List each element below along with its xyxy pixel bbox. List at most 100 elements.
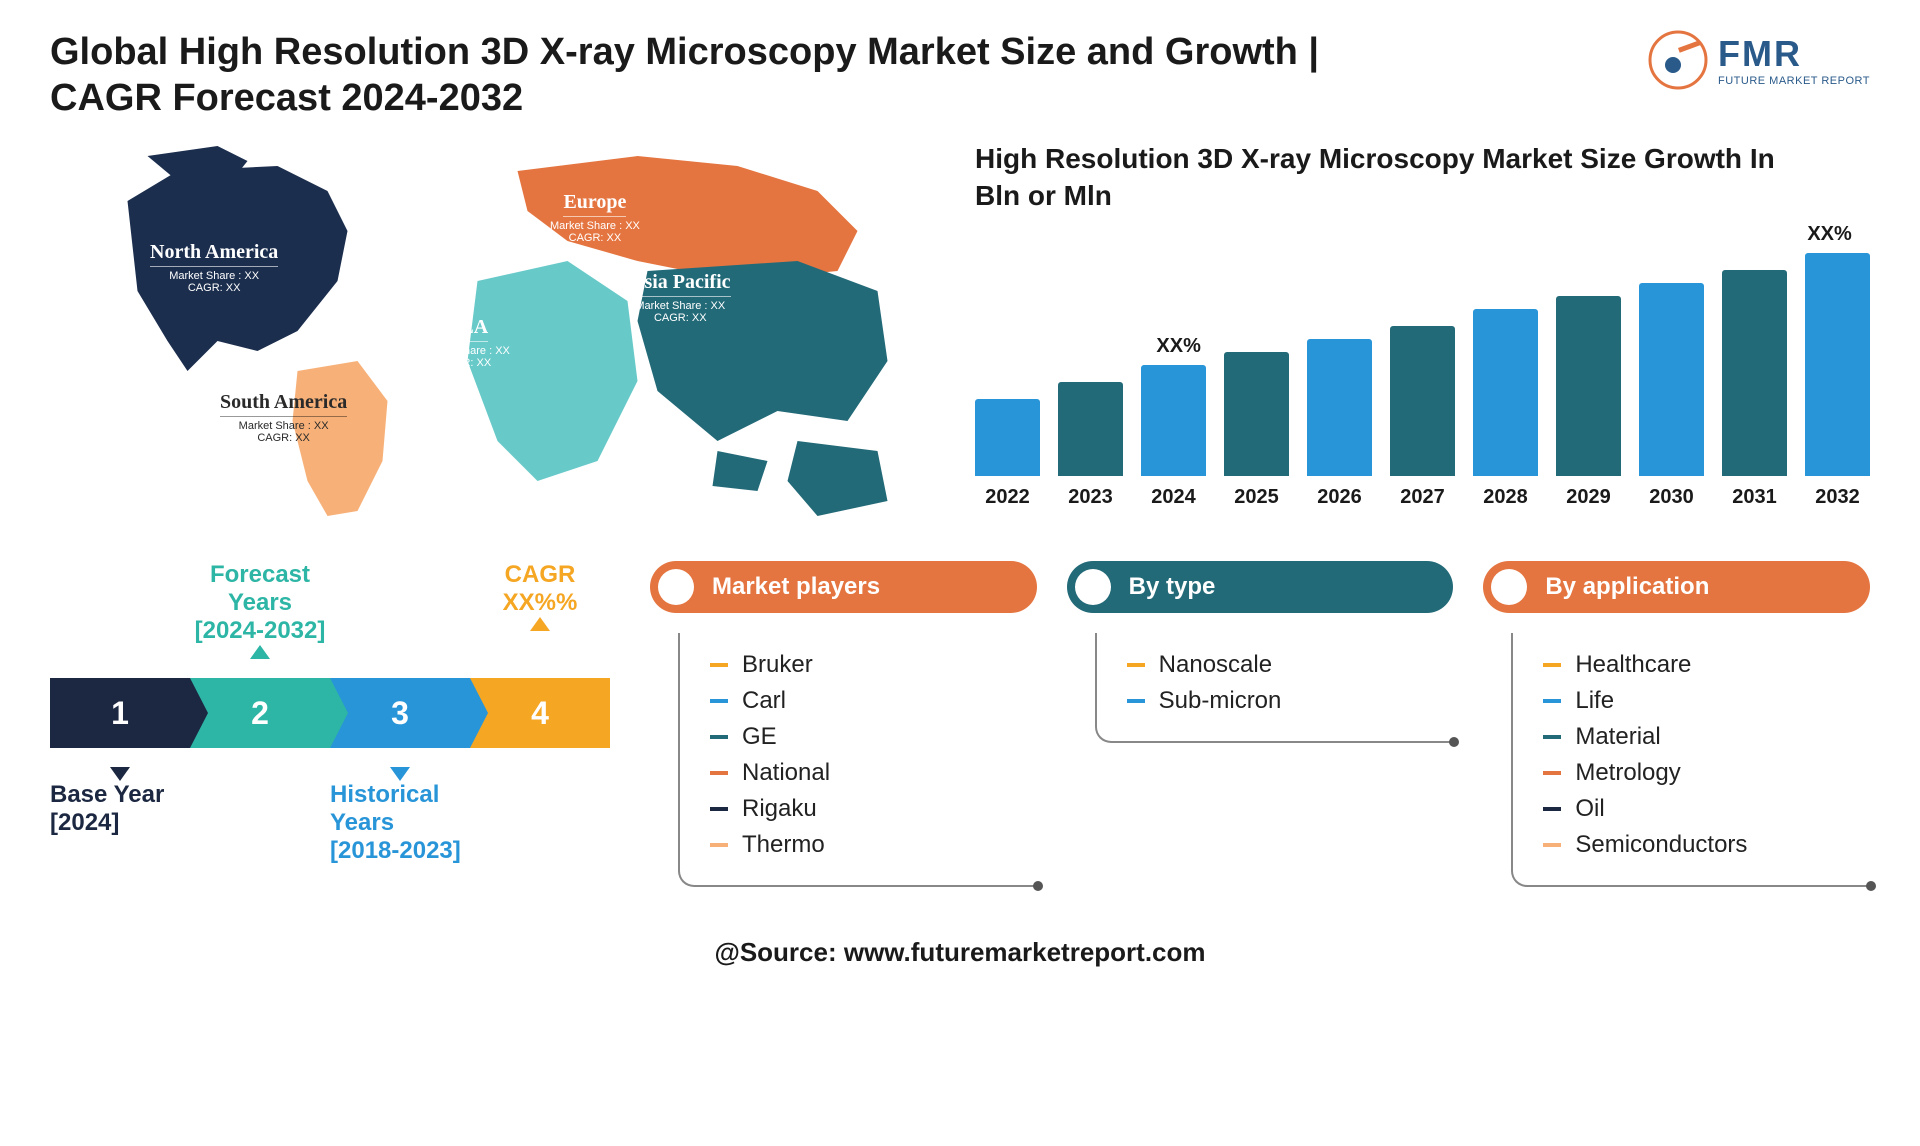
bar-label: 2024 <box>1151 486 1196 509</box>
pill-header: By application <box>1483 561 1870 613</box>
chart-title: High Resolution 3D X-ray Microscopy Mark… <box>975 141 1870 214</box>
bar <box>1058 382 1123 476</box>
bullet-icon <box>710 843 728 847</box>
bar-item: 2024 <box>1141 365 1206 509</box>
bar <box>1141 365 1206 476</box>
logo-icon <box>1648 30 1708 90</box>
bar-label: 2022 <box>985 486 1030 509</box>
pill-dot-icon <box>1491 569 1527 605</box>
bar-item: 2029 <box>1556 296 1621 509</box>
bar <box>1556 296 1621 476</box>
bar <box>1390 326 1455 476</box>
pill-column: Market players Bruker Carl GE National Rigaku… <box>650 561 1037 887</box>
logo-main-text: FMR <box>1718 33 1870 75</box>
pill-item: Metrology <box>1543 759 1870 787</box>
bar-label: 2028 <box>1483 486 1528 509</box>
pill-item: Carl <box>710 687 1037 715</box>
bar-chart: 2022 2023 2024 2025 2026 2027 2028 2029 … <box>975 229 1870 509</box>
bar-label: 2025 <box>1234 486 1279 509</box>
pill-item: Bruker <box>710 651 1037 679</box>
bar-item: 2030 <box>1639 283 1704 509</box>
map-region-label: Asia PacificMarket Share : XXCAGR: XX <box>630 271 731 324</box>
page-title: Global High Resolution 3D X-ray Microsco… <box>50 30 1330 121</box>
pill-items: Nanoscale Sub-micron <box>1095 633 1454 743</box>
pill-column: By application Healthcare Life Material Metr… <box>1483 561 1870 887</box>
pill-item: GE <box>710 723 1037 751</box>
timeline-seg-2: 2 <box>190 678 330 748</box>
bar-chart-section: High Resolution 3D X-ray Microscopy Mark… <box>975 141 1870 521</box>
pill-item: Material <box>1543 723 1870 751</box>
bar-label: 2029 <box>1566 486 1611 509</box>
bullet-icon <box>710 771 728 775</box>
pill-header: By type <box>1067 561 1454 613</box>
fmr-logo: FMR FUTURE MARKET REPORT <box>1648 30 1870 90</box>
bar-label: 2031 <box>1732 486 1777 509</box>
world-map: North AmericaMarket Share : XXCAGR: XXSo… <box>50 141 945 521</box>
timeline-seg-4: 4 <box>470 678 610 748</box>
bar <box>1224 352 1289 476</box>
pill-item: Thermo <box>710 831 1037 859</box>
bullet-icon <box>1543 735 1561 739</box>
forecast-label: Forecast Years [2024-2032] <box>190 561 330 663</box>
bar-annotation: XX% <box>1156 335 1200 358</box>
pill-dot-icon <box>658 569 694 605</box>
top-row: North AmericaMarket Share : XXCAGR: XXSo… <box>50 141 1870 521</box>
bar-item: 2025 <box>1224 352 1289 509</box>
pill-item: Healthcare <box>1543 651 1870 679</box>
bar <box>1805 253 1870 476</box>
bar <box>1473 309 1538 476</box>
bullet-icon <box>710 735 728 739</box>
map-region-label: MEAMarket Share : XXCAGR: XX <box>420 316 510 369</box>
map-region-label: South AmericaMarket Share : XXCAGR: XX <box>220 391 347 444</box>
bar <box>975 399 1040 476</box>
bottom-row: Forecast Years [2024-2032] CAGR XX%% 1 2… <box>50 561 1870 887</box>
pill-column: By type Nanoscale Sub-micron <box>1067 561 1454 887</box>
bullet-icon <box>1543 663 1561 667</box>
pill-dot-icon <box>1075 569 1111 605</box>
bar-label: 2032 <box>1815 486 1860 509</box>
bar-item: 2027 <box>1390 326 1455 509</box>
bar-item: 2023 <box>1058 382 1123 509</box>
bar <box>1722 270 1787 476</box>
bar-annotation: XX% <box>1807 223 1851 246</box>
source-text: @Source: www.futuremarketreport.com <box>50 937 1870 968</box>
timeline: Forecast Years [2024-2032] CAGR XX%% 1 2… <box>50 561 610 865</box>
base-year-label: Base Year [2024] <box>50 763 190 865</box>
bar-item: 2031 <box>1722 270 1787 509</box>
pill-items: Bruker Carl GE National Rigaku Thermo <box>678 633 1037 887</box>
timeline-seg-3: 3 <box>330 678 470 748</box>
pill-section: Market players Bruker Carl GE National Rigaku… <box>650 561 1870 887</box>
bullet-icon <box>1543 771 1561 775</box>
bar <box>1307 339 1372 476</box>
bullet-icon <box>1127 663 1145 667</box>
pill-header: Market players <box>650 561 1037 613</box>
pill-item: Life <box>1543 687 1870 715</box>
pill-item: Semiconductors <box>1543 831 1870 859</box>
bar-item: 2028 <box>1473 309 1538 509</box>
cagr-label: CAGR XX%% <box>470 561 610 663</box>
pill-item: National <box>710 759 1037 787</box>
pill-item: Sub-micron <box>1127 687 1454 715</box>
timeline-seg-1: 1 <box>50 678 190 748</box>
bullet-icon <box>710 663 728 667</box>
pill-item: Oil <box>1543 795 1870 823</box>
header: Global High Resolution 3D X-ray Microsco… <box>50 30 1870 121</box>
map-region-label: EuropeMarket Share : XXCAGR: XX <box>550 191 640 244</box>
bullet-icon <box>1543 807 1561 811</box>
bullet-icon <box>710 807 728 811</box>
bullet-icon <box>1543 843 1561 847</box>
timeline-bar: 1 2 3 4 <box>50 678 610 748</box>
historical-label: Historical Years [2018-2023] <box>330 763 470 865</box>
logo-sub-text: FUTURE MARKET REPORT <box>1718 75 1870 87</box>
bar-item: 2026 <box>1307 339 1372 509</box>
bar-label: 2027 <box>1400 486 1445 509</box>
bar-label: 2023 <box>1068 486 1113 509</box>
bar-label: 2026 <box>1317 486 1362 509</box>
bullet-icon <box>1127 699 1145 703</box>
pill-item: Nanoscale <box>1127 651 1454 679</box>
bar-label: 2030 <box>1649 486 1694 509</box>
bullet-icon <box>1543 699 1561 703</box>
bar-item: 2022 <box>975 399 1040 509</box>
pill-item: Rigaku <box>710 795 1037 823</box>
pill-items: Healthcare Life Material Metrology Oil Semico… <box>1511 633 1870 887</box>
